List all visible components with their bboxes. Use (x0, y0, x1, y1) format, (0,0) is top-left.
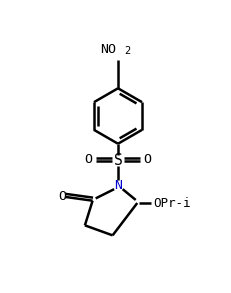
Text: NO: NO (100, 42, 116, 55)
Text: O: O (143, 154, 151, 166)
Text: S: S (114, 153, 122, 168)
Text: N: N (114, 179, 122, 192)
Text: OPr-i: OPr-i (153, 197, 191, 210)
Text: 2: 2 (124, 46, 131, 56)
Text: O: O (85, 154, 93, 166)
Text: O: O (59, 190, 67, 203)
